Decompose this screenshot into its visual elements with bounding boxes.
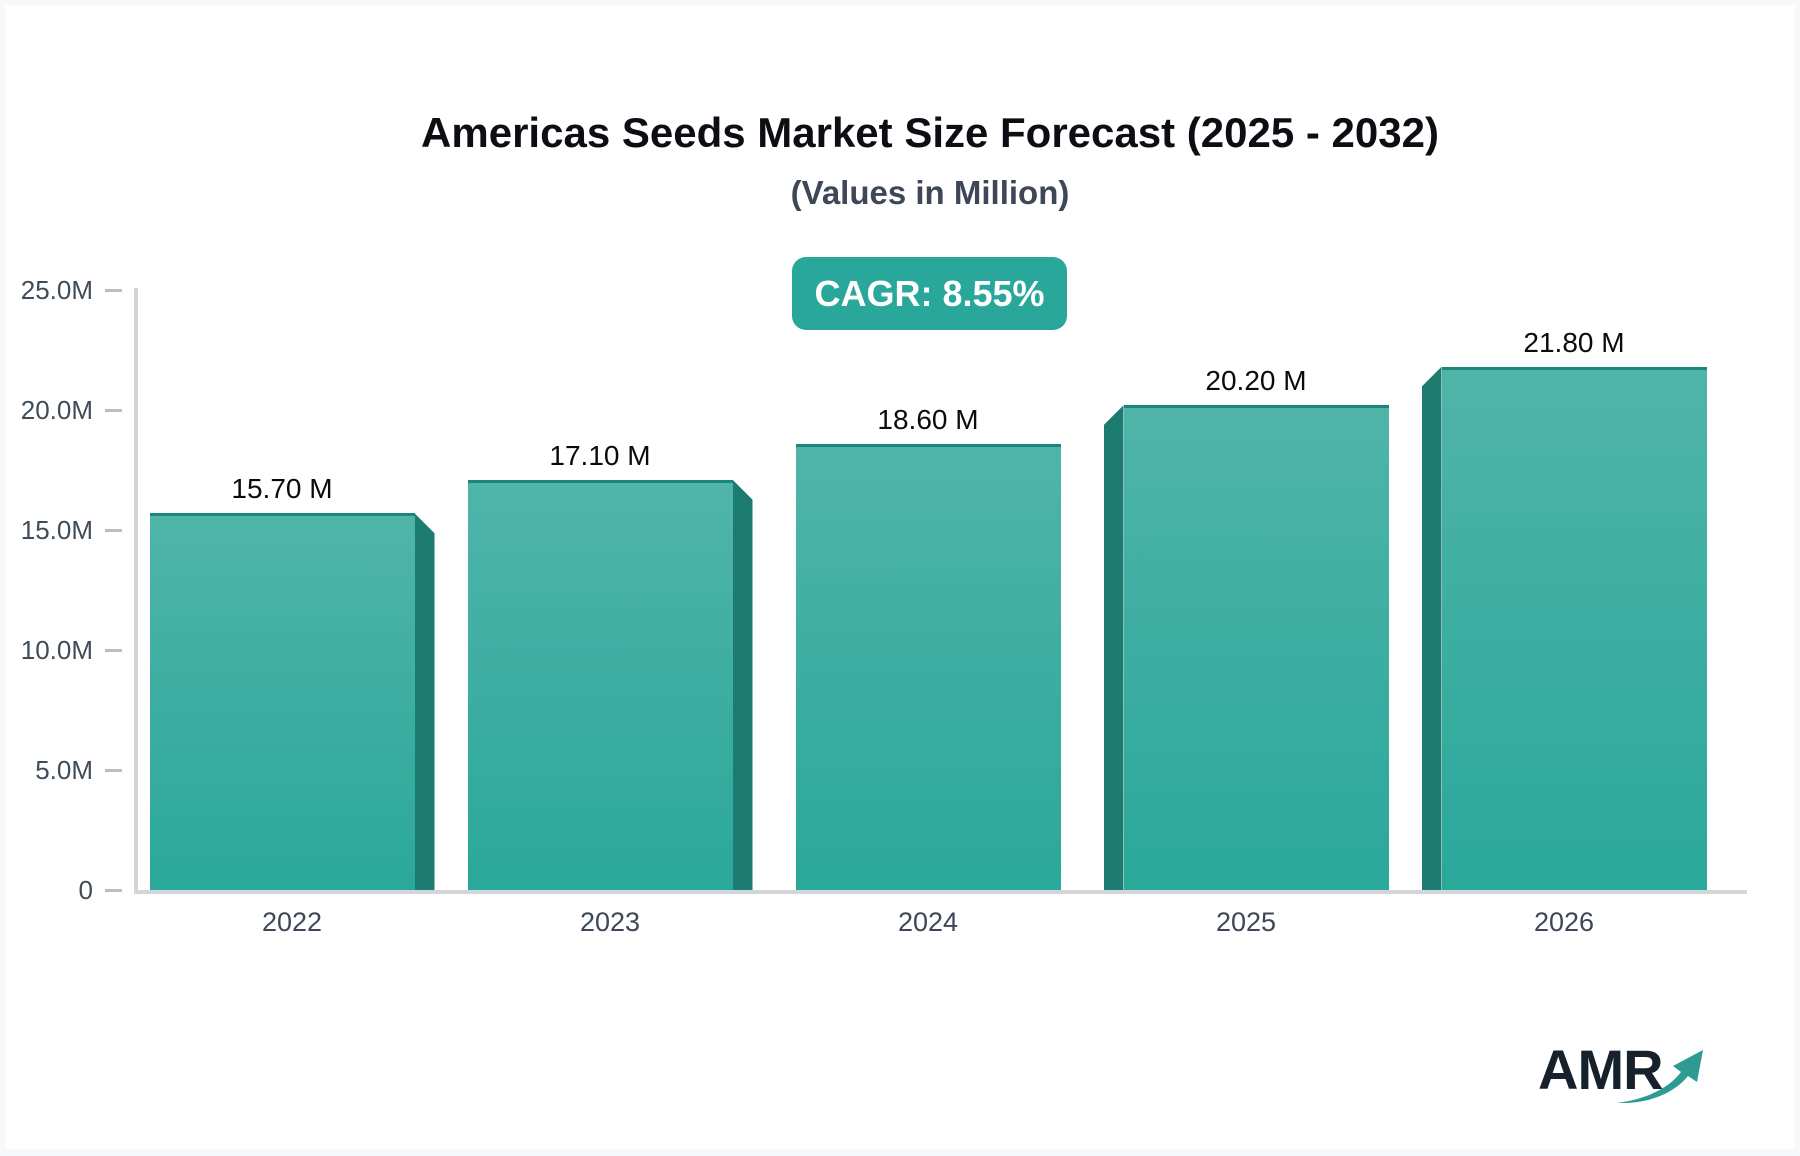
amr-logo-arrow-icon	[1617, 1050, 1703, 1104]
bar-value-label: 18.60 M	[877, 403, 979, 435]
cagr-badge-label: CAGR: 8.55%	[814, 272, 1045, 314]
chart-subtitle: (Values in Million)	[790, 174, 1070, 211]
x-tick-label: 2026	[1533, 907, 1595, 937]
bar-bevel-left	[1421, 366, 1442, 890]
y-tick-mark	[105, 289, 122, 292]
bar-2022	[149, 513, 415, 890]
x-tick-label: 2022	[261, 907, 323, 937]
y-tick-label: 10.0M	[20, 635, 93, 665]
y-axis-line	[134, 288, 138, 890]
y-tick-mark	[105, 889, 122, 892]
bar-value-label: 21.80 M	[1523, 326, 1625, 358]
bar-2024	[795, 443, 1061, 890]
chart-title: Americas Seeds Market Size Forecast (202…	[421, 109, 1439, 156]
y-tick-mark	[105, 409, 122, 412]
bar-2026	[1441, 366, 1707, 890]
bar-value-label: 15.70 M	[231, 473, 333, 505]
amr-logo: AMR	[1538, 1035, 1718, 1115]
y-tick-label: 20.0M	[20, 395, 93, 425]
y-tick-label: 0	[78, 875, 93, 905]
y-tick-label: 5.0M	[35, 755, 93, 785]
bar-2023	[467, 479, 733, 890]
y-tick-mark	[105, 769, 122, 772]
chart-card: Americas Seeds Market Size Forecast (202…	[5, 5, 1795, 1149]
bar-2025	[1123, 405, 1389, 890]
x-tick-label: 2023	[579, 907, 641, 937]
y-tick-label: 25.0M	[20, 275, 93, 305]
x-tick-label: 2025	[1215, 907, 1277, 937]
bar-bevel-left	[1103, 405, 1124, 890]
bar-value-label: 20.20 M	[1205, 365, 1307, 397]
bar-value-label: 17.10 M	[549, 439, 651, 471]
bar-bevel-right	[414, 513, 435, 890]
amr-logo-text: AMR	[1538, 1038, 1664, 1101]
x-tick-label: 2024	[897, 907, 959, 937]
y-tick-mark	[105, 649, 122, 652]
cagr-badge: CAGR: 8.55%	[792, 257, 1067, 330]
bar-bevel-right	[732, 479, 753, 890]
y-tick-label: 15.0M	[20, 515, 93, 545]
x-axis-line	[134, 890, 1747, 894]
y-tick-mark	[105, 529, 122, 532]
